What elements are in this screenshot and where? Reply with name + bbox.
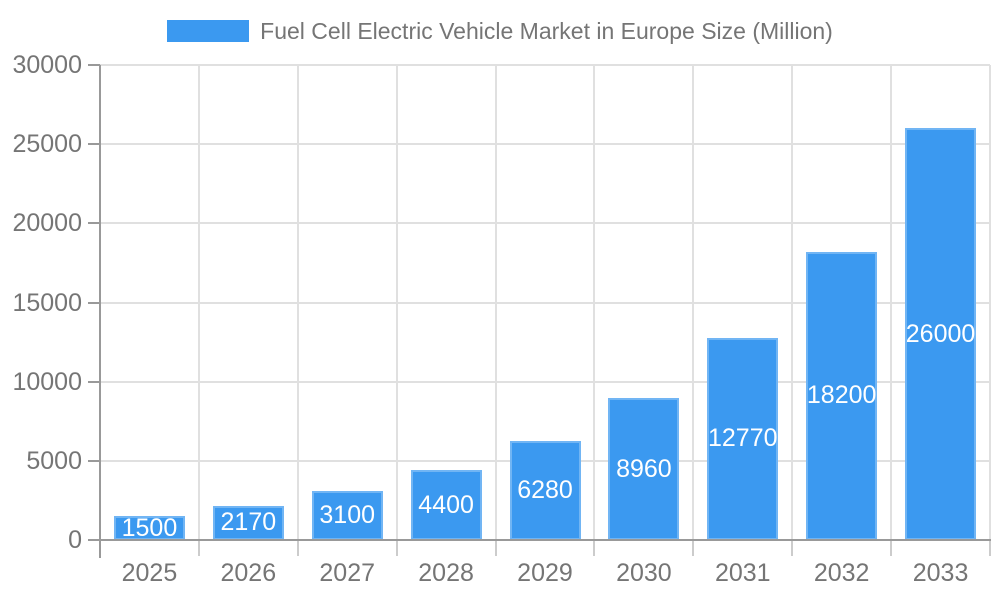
bar-2028: 4400 <box>410 470 482 540</box>
x-axis-tick <box>494 540 497 556</box>
bar-2030: 8960 <box>608 398 680 540</box>
y-axis-tick <box>88 380 100 383</box>
y-axis-label: 0 <box>68 526 82 554</box>
y-axis-label: 5000 <box>26 446 82 475</box>
bar-2033: 26000 <box>905 128 977 540</box>
x-gridline <box>395 65 398 540</box>
y-gridline <box>100 143 990 146</box>
bar-value-label: 12770 <box>708 424 778 453</box>
x-gridline <box>296 65 299 540</box>
x-axis-tick <box>395 540 398 556</box>
x-axis-label: 2025 <box>121 559 178 587</box>
chart-legend[interactable]: Fuel Cell Electric Vehicle Market in Eur… <box>0 16 1000 46</box>
bar-2029: 6280 <box>509 440 581 540</box>
bar-2026: 2170 <box>212 505 284 540</box>
x-axis-label: 2031 <box>714 559 771 587</box>
y-gridline <box>100 222 990 225</box>
x-axis-line <box>99 539 991 541</box>
bar-value-label: 1500 <box>121 513 178 542</box>
bar-value-label: 6280 <box>517 475 573 504</box>
bar-value-label: 2170 <box>220 508 277 537</box>
y-axis-tick <box>88 143 100 146</box>
x-axis-tick <box>692 540 695 556</box>
y-axis-tick <box>88 64 100 66</box>
x-gridline <box>791 65 794 540</box>
bar-value-label: 26000 <box>905 319 976 348</box>
x-gridline <box>494 65 497 540</box>
x-axis-tick <box>791 540 794 556</box>
x-gridline <box>197 65 200 540</box>
y-gridline <box>100 301 990 304</box>
y-gridline <box>100 380 990 383</box>
bar-value-label: 3100 <box>319 500 376 529</box>
bar-value-label: 18200 <box>806 381 877 410</box>
y-axis-label: 30000 <box>12 51 82 79</box>
y-axis-tick <box>88 459 100 462</box>
x-axis-label: 2026 <box>220 559 277 587</box>
bar-2025: 1500 <box>113 513 185 542</box>
y-axis-tick <box>88 539 100 541</box>
y-axis-label: 15000 <box>12 288 82 317</box>
y-axis-tick <box>88 301 100 304</box>
y-axis-tick <box>88 222 100 225</box>
x-axis-label: 2028 <box>418 559 474 587</box>
x-gridline <box>989 65 991 540</box>
x-axis-label: 2030 <box>616 559 672 587</box>
legend-series-label: Fuel Cell Electric Vehicle Market in Eur… <box>260 18 833 44</box>
x-axis-tick <box>296 540 299 556</box>
bar-2027: 3100 <box>311 490 383 540</box>
bar-value-label: 8960 <box>616 454 672 483</box>
x-axis-label: 2032 <box>813 559 870 587</box>
x-gridline <box>890 65 893 540</box>
bar-value-label: 4400 <box>418 490 474 519</box>
x-axis-tick <box>197 540 200 556</box>
y-axis-label: 20000 <box>12 209 82 238</box>
x-axis-tick <box>989 540 991 556</box>
y-gridline <box>100 64 990 66</box>
bar-2031: 12770 <box>707 337 779 540</box>
x-axis-tick <box>593 540 596 556</box>
x-gridline <box>593 65 596 540</box>
y-axis-label: 25000 <box>12 130 82 159</box>
y-axis-line <box>99 65 101 558</box>
x-axis-label: 2027 <box>319 559 376 587</box>
legend-swatch-icon <box>167 20 250 42</box>
x-axis-label: 2029 <box>517 559 573 587</box>
y-axis-label: 10000 <box>12 367 82 396</box>
bar-2032: 18200 <box>806 251 878 540</box>
x-gridline <box>692 65 695 540</box>
x-axis-tick <box>890 540 893 556</box>
x-axis-label: 2033 <box>912 559 969 587</box>
